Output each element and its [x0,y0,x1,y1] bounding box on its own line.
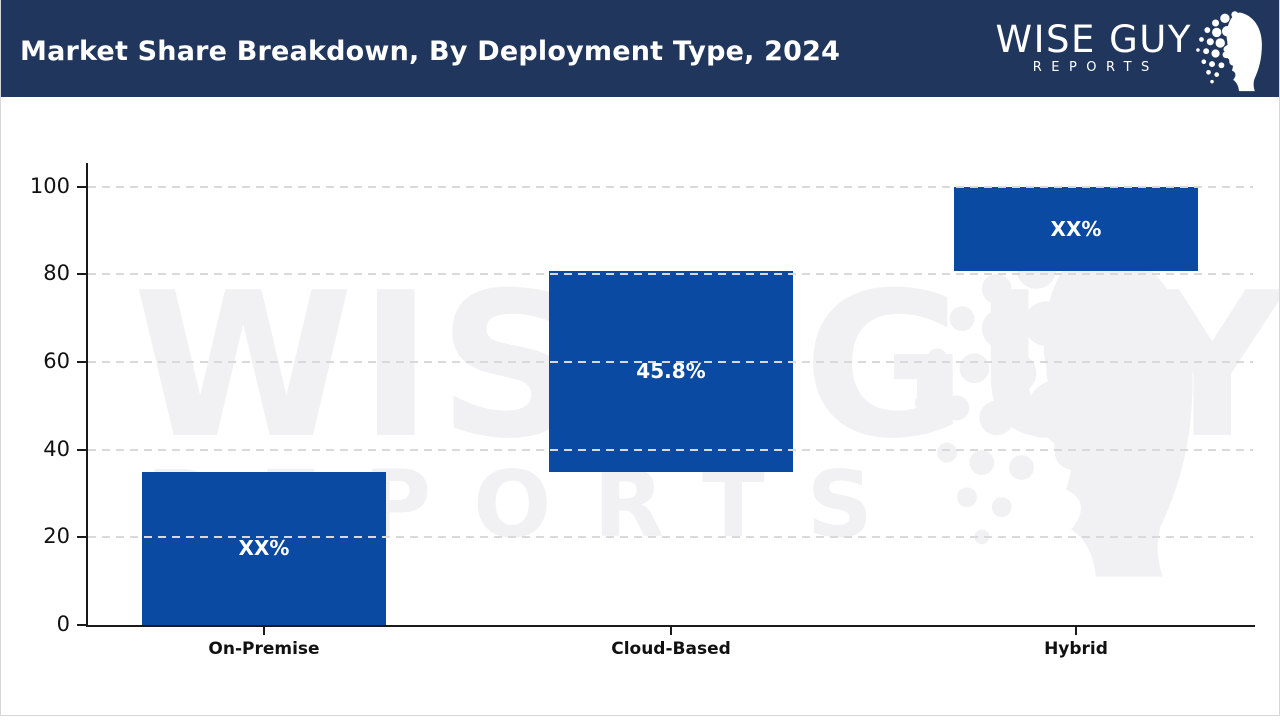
y-tick [77,624,86,626]
bar-value-label: XX% [1050,216,1102,241]
gridline [88,448,1253,451]
y-tick [77,360,86,363]
wiseguy-face-icon [1196,11,1262,92]
y-tick-label: 80 [43,261,70,286]
logo-text: WISE GUY REPORTS [995,17,1192,76]
x-category-label: Hybrid [1044,639,1108,659]
y-tick [77,448,86,451]
logo-subtitle: REPORTS [1032,60,1159,76]
y-tick-label: 40 [43,436,70,461]
x-tick [1075,627,1077,635]
y-tick-label: 100 [29,173,70,198]
chart-region: WISE GUY REPORTS XX% On-Premise 45.8% Cloud… [0,97,1280,717]
bar-on-premise: XX% [142,471,386,625]
gridline [88,185,1253,188]
y-tick [77,536,86,539]
x-category-label: On-Premise [208,639,320,659]
y-axis-line [86,163,88,627]
gridline [88,536,1253,539]
gridline [88,360,1253,363]
bar-value-label: XX% [238,536,290,561]
page-title: Market Share Breakdown, By Deployment Ty… [20,36,841,67]
bar-hybrid: XX% [954,186,1198,271]
bar-cloud-based: 45.8% [549,270,793,472]
gridline [88,273,1253,276]
y-tick [77,185,86,188]
bar-value-label: 45.8% [636,359,706,384]
x-tick [263,627,265,635]
x-category-label: Cloud-Based [611,639,731,659]
logo-wordmark: WISE GUY [995,17,1192,61]
x-axis-line [86,625,1255,627]
header-bar: Market Share Breakdown, By Deployment Ty… [0,0,1280,97]
wiseguy-logo: WISE GUY REPORTS [996,7,1266,93]
x-tick [670,627,672,635]
y-tick-label: 60 [43,348,70,373]
y-tick [77,273,86,276]
plot-area: XX% On-Premise 45.8% Cloud-Based XX% Hybrid 0 2… [30,163,1255,659]
y-tick-label: 0 [56,612,70,636]
y-tick-label: 20 [43,524,70,549]
